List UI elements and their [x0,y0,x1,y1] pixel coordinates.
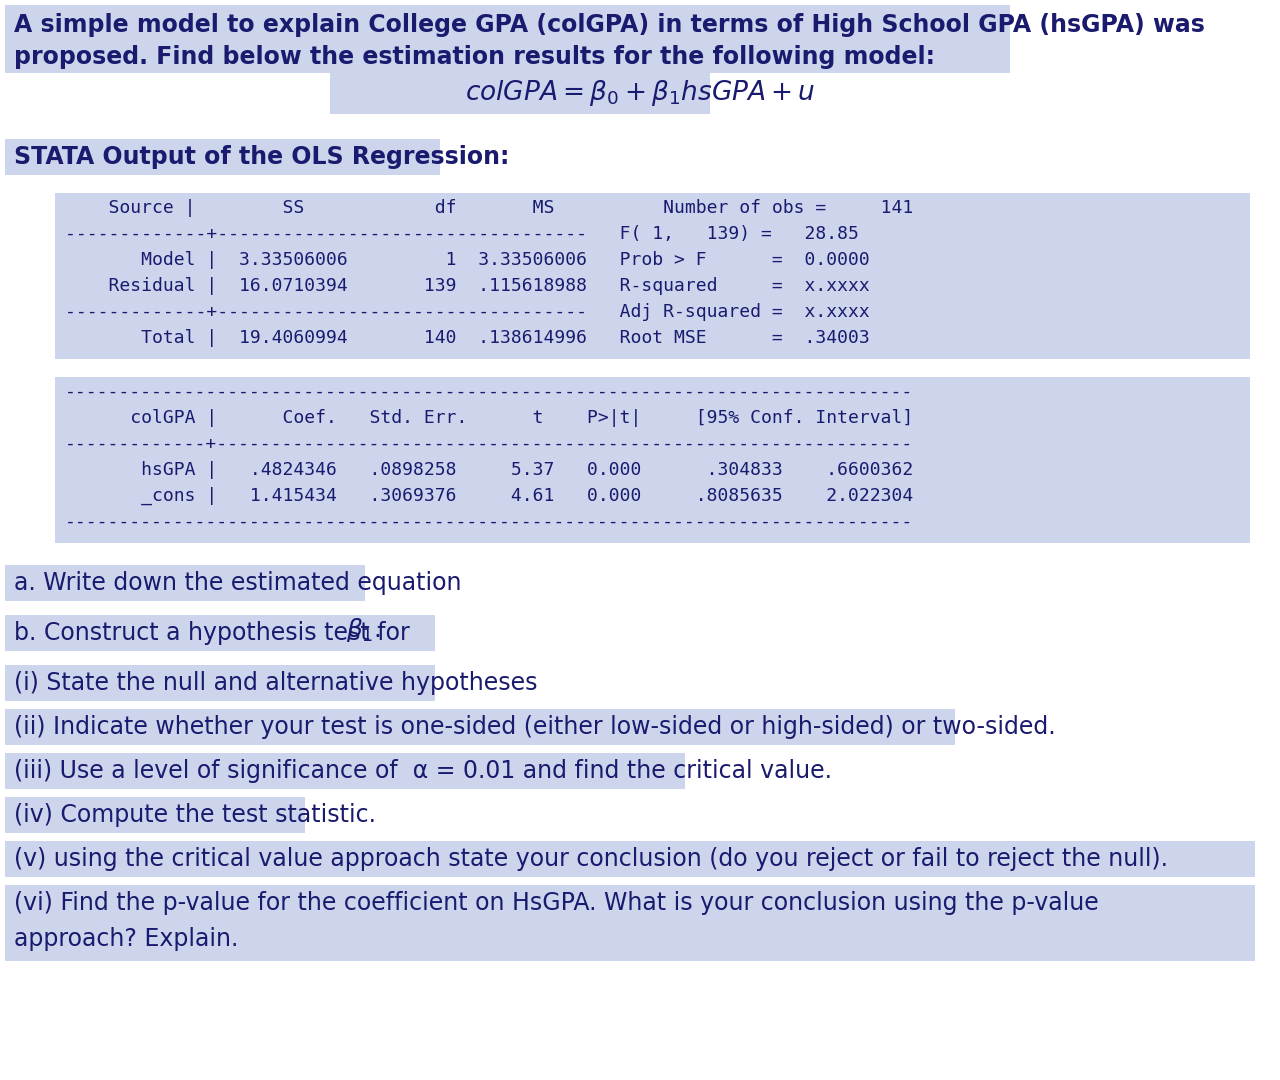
Text: proposed. Find below the estimation results for the following model:: proposed. Find below the estimation resu… [14,45,934,69]
Text: Total |  19.4060994       140  .138614996   Root MSE      =  .34003: Total | 19.4060994 140 .138614996 Root M… [65,329,869,347]
Text: b. Construct a hypothesis test for: b. Construct a hypothesis test for [14,621,417,645]
Text: Model |  3.33506006         1  3.33506006   Prob > F      =  0.0000: Model | 3.33506006 1 3.33506006 Prob > F… [65,251,869,269]
Text: (iii) Use a level of significance of  α = 0.01 and find the critical value.: (iii) Use a level of significance of α =… [14,759,832,783]
FancyBboxPatch shape [5,5,1010,73]
FancyBboxPatch shape [5,615,435,651]
Text: -------------+----------------------------------   F( 1,   139) =   28.85: -------------+--------------------------… [65,225,859,243]
Text: colGPA |      Coef.   Std. Err.      t    P>|t|     [95% Conf. Interval]: colGPA | Coef. Std. Err. t P>|t| [95% Co… [65,409,913,427]
Text: STATA Output of the OLS Regression:: STATA Output of the OLS Regression: [14,145,509,168]
Text: A simple model to explain College GPA (colGPA) in terms of High School GPA (hsGP: A simple model to explain College GPA (c… [14,13,1204,37]
Text: Source |        SS            df       MS          Number of obs =     141: Source | SS df MS Number of obs = 141 [65,199,913,217]
FancyBboxPatch shape [5,708,955,745]
FancyBboxPatch shape [5,797,305,833]
Text: -------------+----------------------------------------------------------------: -------------+--------------------------… [65,435,913,453]
Text: (vi) Find the p-value for the coefficient on HsGPA. What is your conclusion usin: (vi) Find the p-value for the coefficien… [14,891,1098,915]
Text: (ii) Indicate whether your test is one-sided (either low-sided or high-sided) or: (ii) Indicate whether your test is one-s… [14,715,1056,739]
Text: (v) using the critical value approach state your conclusion (do you reject or fa: (v) using the critical value approach st… [14,847,1169,870]
Text: Residual |  16.0710394       139  .115618988   R-squared     =  x.xxxx: Residual | 16.0710394 139 .115618988 R-s… [65,276,869,295]
FancyBboxPatch shape [5,565,365,600]
Text: $\mathit{colGPA} = \beta_0 + \beta_1\mathit{hsGPA} + u$: $\mathit{colGPA} = \beta_0 + \beta_1\mat… [465,78,815,108]
Text: ------------------------------------------------------------------------------: ----------------------------------------… [65,383,913,401]
Text: (iv) Compute the test statistic.: (iv) Compute the test statistic. [14,804,376,827]
Text: approach? Explain.: approach? Explain. [14,927,238,951]
FancyBboxPatch shape [5,885,1254,961]
Text: _cons |   1.415434   .3069376     4.61   0.000     .8085635    2.022304: _cons | 1.415434 .3069376 4.61 0.000 .80… [65,487,913,505]
Text: $\beta_1$.: $\beta_1$. [347,616,381,644]
FancyBboxPatch shape [55,377,1251,543]
FancyBboxPatch shape [5,665,435,701]
FancyBboxPatch shape [5,139,440,175]
Text: hsGPA |   .4824346   .0898258     5.37   0.000      .304833    .6600362: hsGPA | .4824346 .0898258 5.37 0.000 .30… [65,461,913,480]
Text: -------------+----------------------------------   Adj R-squared =  x.xxxx: -------------+--------------------------… [65,303,869,321]
Text: (i) State the null and alternative hypotheses: (i) State the null and alternative hypot… [14,671,538,696]
FancyBboxPatch shape [5,753,685,789]
Text: a. Write down the estimated equation: a. Write down the estimated equation [14,571,462,595]
Text: ------------------------------------------------------------------------------: ----------------------------------------… [65,513,913,531]
FancyBboxPatch shape [5,841,1254,877]
FancyBboxPatch shape [330,72,710,114]
FancyBboxPatch shape [55,193,1251,359]
